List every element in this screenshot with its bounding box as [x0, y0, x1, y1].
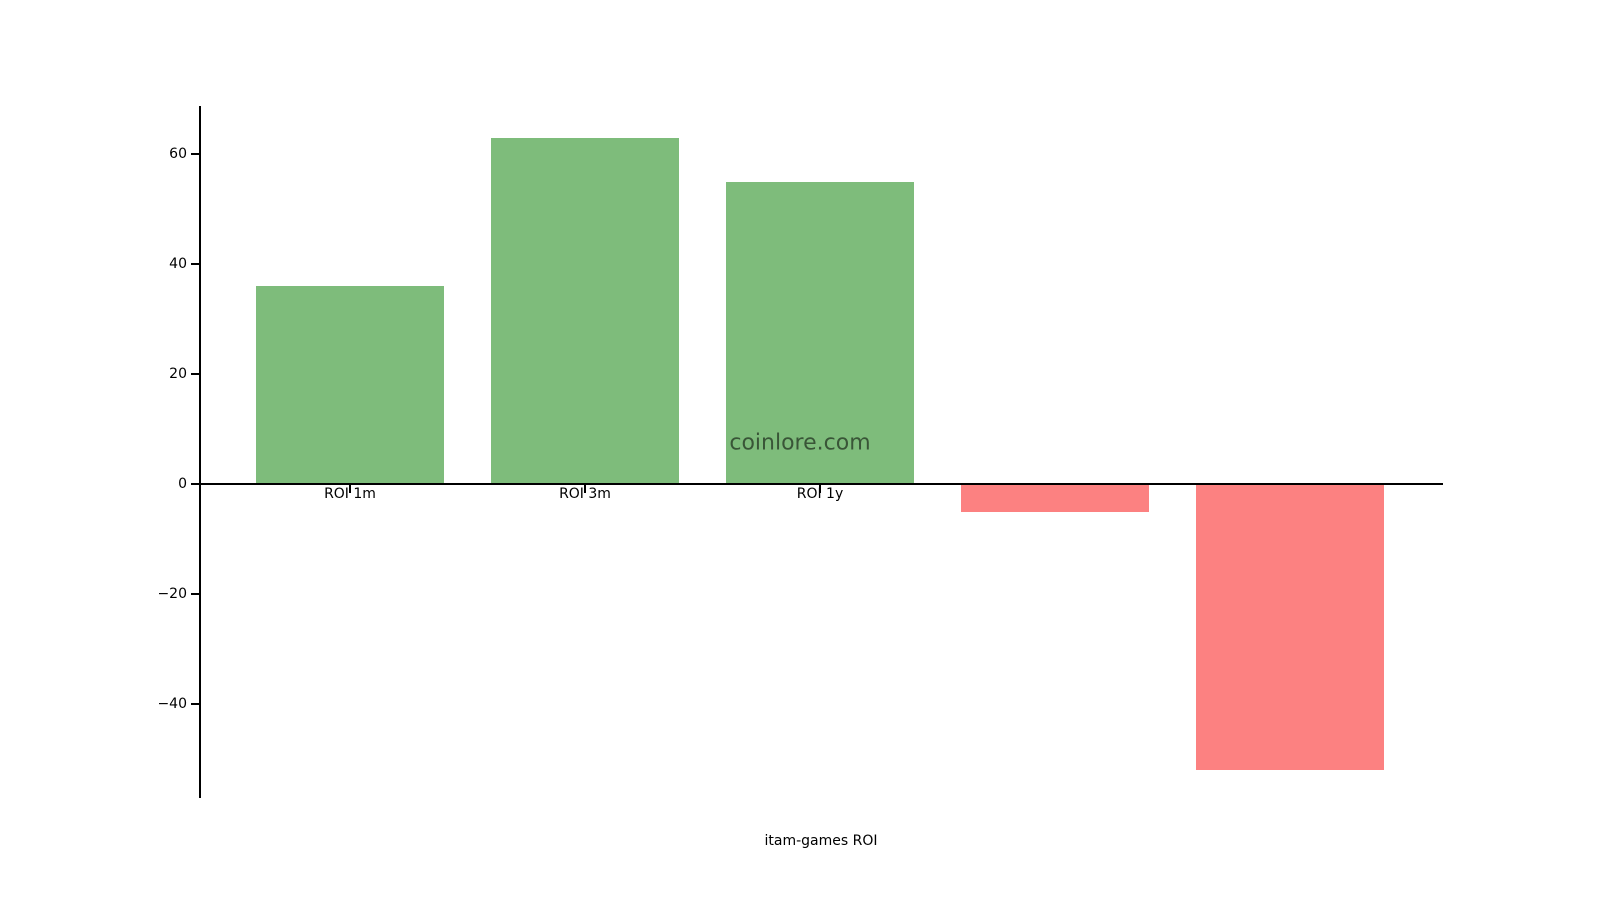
x-axis-line	[200, 483, 1443, 485]
bar-roi-1m	[256, 286, 444, 484]
bar-5	[1196, 484, 1384, 770]
y-tick-label--20: −20	[157, 586, 187, 602]
bar-roi-3m	[491, 137, 679, 484]
chart-title: itam-games ROI	[764, 833, 878, 849]
y-tick-label--40: −40	[157, 696, 187, 712]
y-tick-label-20: 20	[169, 366, 187, 382]
bar-roi-1y	[726, 181, 914, 484]
y-tick-mark-20	[191, 373, 200, 375]
bar-4	[961, 484, 1149, 512]
x-tick-mark-roi-1m	[349, 484, 351, 493]
x-tick-label-roi-1m: ROI 1m	[324, 486, 376, 502]
y-tick-mark-60	[191, 153, 200, 155]
y-tick-mark-0	[191, 483, 200, 485]
y-tick-label-60: 60	[169, 146, 187, 162]
x-tick-label-roi-1y: ROI 1y	[796, 486, 844, 502]
y-tick-mark--40	[191, 703, 200, 705]
y-tick-mark--20	[191, 593, 200, 595]
x-tick-mark-roi-3m	[584, 484, 586, 493]
x-tick-label-roi-3m: ROI 3m	[559, 486, 611, 502]
y-tick-mark-40	[191, 263, 200, 265]
y-axis-line	[199, 106, 201, 798]
watermark-text: coinlore.com	[729, 430, 871, 456]
y-tick-label-0: 0	[178, 476, 187, 492]
x-tick-mark-roi-1y	[819, 484, 821, 493]
y-tick-label-40: 40	[169, 256, 187, 272]
